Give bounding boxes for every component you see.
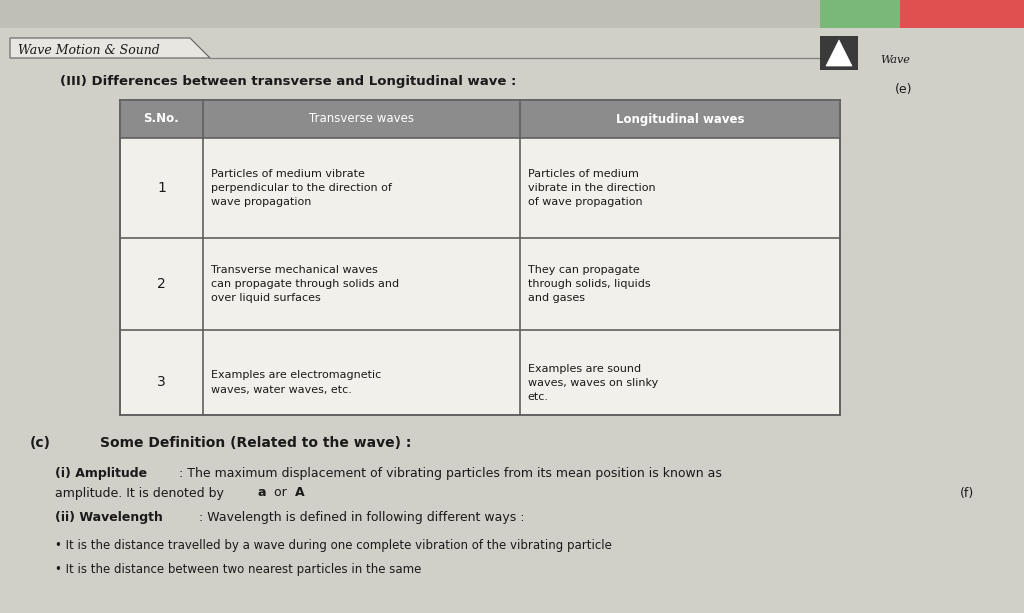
Text: Wave: Wave — [880, 55, 910, 65]
Text: • It is the distance between two nearest particles in the same: • It is the distance between two nearest… — [55, 563, 421, 576]
Text: S.No.: S.No. — [143, 113, 179, 126]
Text: 2: 2 — [157, 277, 166, 291]
FancyBboxPatch shape — [820, 0, 900, 28]
FancyBboxPatch shape — [120, 100, 840, 138]
Text: • It is the distance travelled by a wave during one complete vibration of the vi: • It is the distance travelled by a wave… — [55, 538, 612, 552]
Polygon shape — [826, 40, 852, 66]
FancyBboxPatch shape — [900, 0, 1024, 28]
Text: A: A — [835, 53, 844, 66]
Text: (f): (f) — [961, 487, 974, 500]
Polygon shape — [10, 38, 210, 58]
Text: (e): (e) — [895, 83, 912, 96]
Text: Examples are sound
waves, waves on slinky
etc.: Examples are sound waves, waves on slink… — [527, 364, 657, 402]
Text: amplitude. It is denoted by: amplitude. It is denoted by — [55, 487, 228, 500]
Text: Particles of medium
vibrate in the direction
of wave propagation: Particles of medium vibrate in the direc… — [527, 169, 655, 207]
Text: Examples are electromagnetic
waves, water waves, etc.: Examples are electromagnetic waves, wate… — [211, 370, 381, 395]
Text: Some Definition (Related to the wave) :: Some Definition (Related to the wave) : — [100, 436, 412, 450]
Text: A: A — [295, 487, 304, 500]
FancyBboxPatch shape — [820, 36, 858, 70]
Text: (i) Amplitude: (i) Amplitude — [55, 466, 147, 479]
Text: (c): (c) — [30, 436, 51, 450]
Text: a: a — [258, 487, 266, 500]
Text: Transverse mechanical waves
can propagate through solids and
over liquid surface: Transverse mechanical waves can propagat… — [211, 265, 399, 303]
Text: 1: 1 — [157, 181, 166, 195]
Text: Longitudinal waves: Longitudinal waves — [615, 113, 744, 126]
Text: Transverse waves: Transverse waves — [308, 113, 414, 126]
FancyBboxPatch shape — [0, 0, 1024, 28]
Text: Wave Motion & Sound: Wave Motion & Sound — [18, 45, 160, 58]
Text: Particles of medium vibrate
perpendicular to the direction of
wave propagation: Particles of medium vibrate perpendicula… — [211, 169, 391, 207]
Text: 3: 3 — [157, 376, 166, 389]
Text: (ii) Wavelength: (ii) Wavelength — [55, 511, 163, 525]
Text: : The maximum displacement of vibrating particles from its mean position is know: : The maximum displacement of vibrating … — [175, 466, 722, 479]
Text: : Wavelength is defined in following different ways :: : Wavelength is defined in following dif… — [195, 511, 524, 525]
Text: (III) Differences between transverse and Longitudinal wave :: (III) Differences between transverse and… — [60, 75, 516, 88]
FancyBboxPatch shape — [120, 100, 840, 415]
Text: They can propagate
through solids, liquids
and gases: They can propagate through solids, liqui… — [527, 265, 650, 303]
Text: or: or — [270, 487, 291, 500]
